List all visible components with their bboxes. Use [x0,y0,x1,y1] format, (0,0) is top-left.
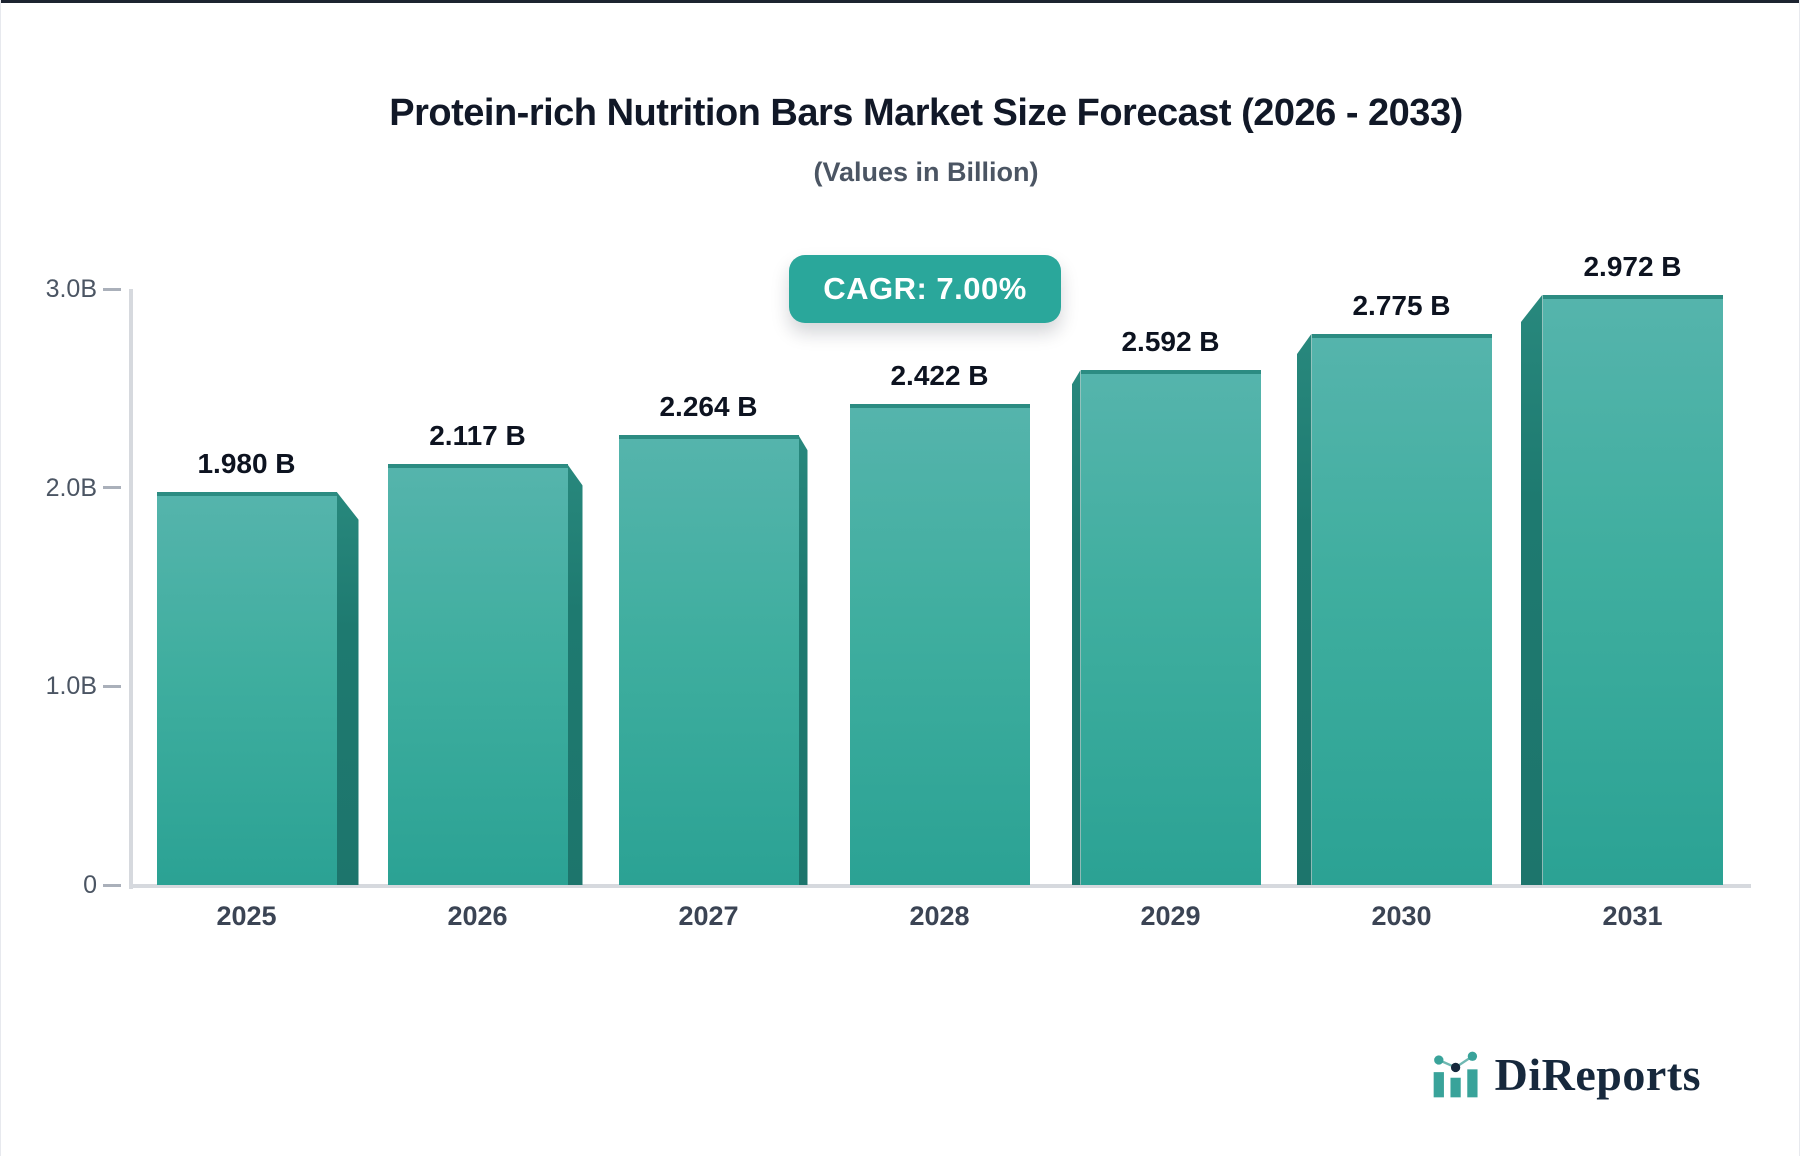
x-axis-label: 2026 [447,901,508,931]
y-tick-mark [103,883,121,887]
bar-value-label: 1.980 B [197,447,296,479]
bar-2027: 2.264 B [618,391,808,885]
bar-2030: 2.775 B [1296,290,1492,885]
y-tick-label: 3.0B [45,275,97,303]
bar-face [849,403,1030,885]
bar-value-label: 2.592 B [1121,326,1220,358]
bar-side-3d [567,464,583,885]
y-tick-mark [103,486,121,490]
y-tick-label: 2.0B [45,473,97,502]
x-axis-label: 2029 [1140,901,1201,931]
bar-side-3d [1071,370,1081,885]
bar-2026: 2.117 B [387,420,583,885]
bar-2028: 2.422 B [849,360,1030,885]
bar-value-label: 2.422 B [890,359,989,391]
x-axis-label: 2031 [1602,901,1663,931]
bar-face [1080,370,1261,885]
direports-logo-icon [1433,1051,1478,1098]
bar-face [1542,294,1723,885]
bar-2025: 1.980 B [156,448,359,885]
bar-value-label: 2.775 B [1352,289,1451,321]
chart-title: Protein-rich Nutrition Bars Market Size … [389,92,1463,134]
bar-2031: 2.972 B [1520,251,1723,885]
bar-face [1311,333,1492,885]
bar-face [618,435,799,885]
bar-side-3d [1520,294,1543,885]
x-axis-label: 2030 [1371,901,1432,931]
y-tick-label: 1.0B [45,672,97,701]
bar-value-label: 2.264 B [659,391,758,423]
y-axis-line [129,289,133,889]
bar-2029: 2.592 B [1071,326,1261,885]
x-axis-label: 2028 [909,901,970,931]
chart-header: Protein-rich Nutrition Bars Market Size … [1,92,1799,188]
bar-side-3d [798,435,808,885]
y-tick-mark [103,287,121,291]
direports-logo: DiReports [1429,1046,1701,1102]
y-tick-mark [103,684,121,688]
x-axis-label: 2025 [216,901,277,931]
bar-side-3d [336,491,359,885]
bar-face [156,491,337,885]
chart-subtitle: (Values in Billion) [813,157,1039,187]
bar-face [387,464,568,885]
cagr-badge: CAGR: 7.00% [789,255,1061,323]
top-border-line [1,0,1799,3]
bar-value-label: 2.972 B [1583,250,1682,282]
direports-logo-text: DiReports [1494,1048,1701,1100]
y-tick-label: 0 [83,871,97,899]
bar-value-label: 2.117 B [429,420,526,452]
bar-side-3d [1296,333,1312,885]
x-axis-label: 2027 [678,901,739,931]
x-axis-line [129,884,1751,888]
